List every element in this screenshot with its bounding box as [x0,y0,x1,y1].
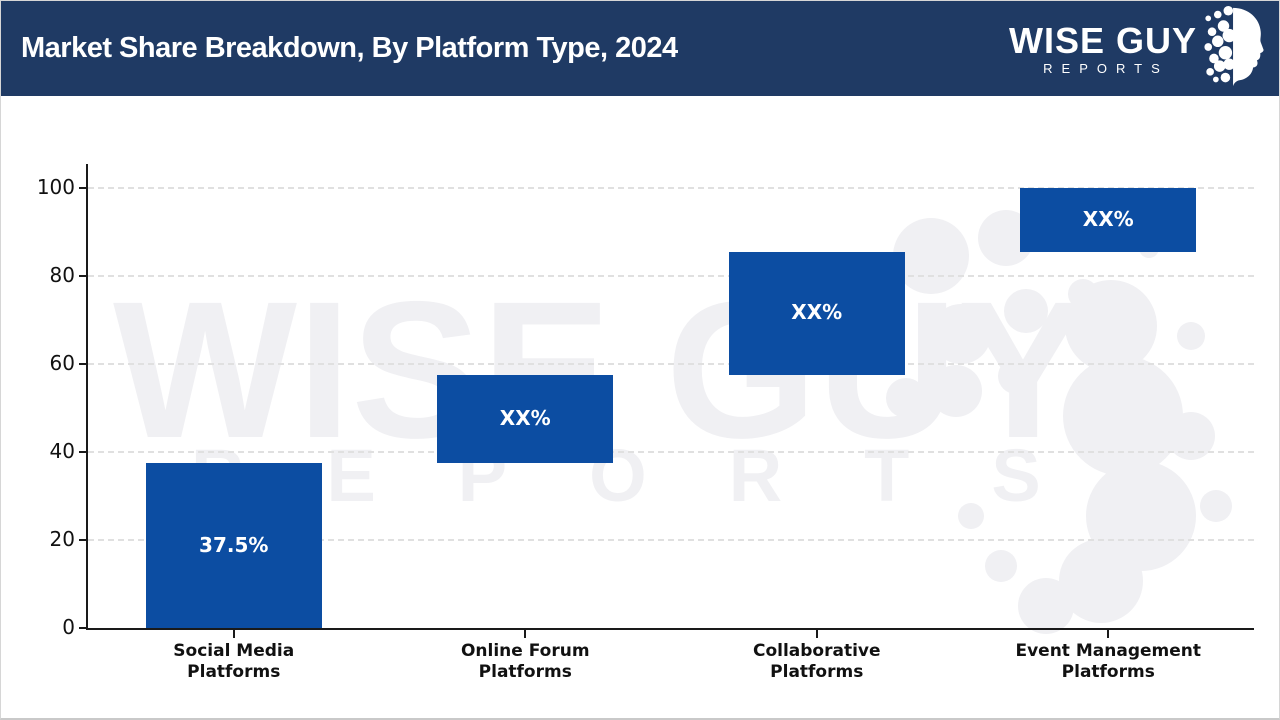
x-axis-tick-mark [815,630,818,638]
x-axis-category-label: Online Forum Platforms [460,641,590,682]
y-axis-tick-label: 60 [49,351,75,375]
y-axis-tick-label: 40 [49,439,75,463]
brand-subname: REPORTS [1043,60,1169,76]
gridline-40 [88,451,1254,453]
x-axis-tick-mark [524,630,527,638]
watermark-reports-text: REPORTS [191,434,1123,517]
y-axis-tick-mark [79,187,88,189]
y-axis-tick-mark [79,451,88,453]
x-axis-category-label: Social Media Platforms [173,641,295,682]
dotted-head-profile-icon [1203,5,1265,93]
page-title: Market Share Breakdown, By Platform Type… [21,32,678,64]
bar-social-media-platforms [145,463,322,628]
gridline-20 [88,539,1254,541]
y-axis-tick-mark [79,627,88,629]
x-axis-tick-mark [1107,630,1110,638]
x-axis-category-label: Event Management Platforms [1015,641,1201,682]
bar-event-management-platforms [1020,188,1197,252]
bar-value-label: XX% [791,300,843,325]
y-axis-tick-mark [79,539,88,541]
x-axis-line [86,628,1254,630]
gridline-60 [88,363,1254,365]
gridline-100 [88,187,1254,189]
header: Market Share Breakdown, By Platform Type… [1,1,1279,96]
watermark-dotted-head [886,208,1232,634]
brand-logo-text: WISE GUY REPORTS [1008,19,1197,76]
y-axis-tick-mark [79,363,88,365]
y-axis-tick-label: 80 [49,263,75,287]
y-axis-tick-label: 20 [49,527,75,551]
gridline-80 [88,275,1254,277]
bar-value-label: XX% [1082,206,1134,231]
y-axis-tick-label: 0 [62,615,75,639]
bar-collaborative-platforms [728,251,905,375]
brand-logo: WISE GUY REPORTS [1008,5,1265,93]
y-axis-line [86,164,88,630]
bar-value-label: XX% [499,406,551,430]
brand-name: WISE GUY [1008,19,1197,61]
x-axis-tick-mark [232,630,235,638]
bar-online-forum-platforms [437,375,614,463]
x-axis-category-label: Collaborative Platforms [752,641,881,682]
bar-value-label: 37.5% [199,532,269,557]
y-axis-tick-mark [79,275,88,277]
y-axis-tick-label: 100 [36,175,75,199]
